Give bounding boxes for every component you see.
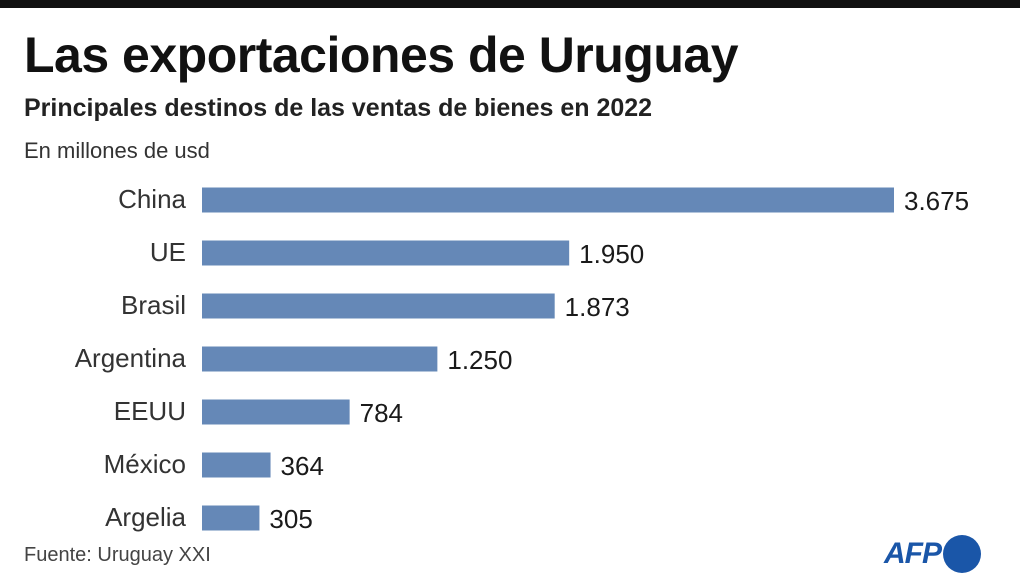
- category-label: Brasil: [121, 290, 186, 320]
- afp-logo: AFP: [884, 534, 981, 574]
- category-label: UE: [150, 237, 186, 267]
- bar: [202, 505, 260, 531]
- bar: [202, 346, 438, 372]
- afp-logo-dot-icon: [943, 535, 981, 573]
- unit-label: En millones de usd: [24, 138, 210, 163]
- top-rule: [0, 0, 1020, 8]
- category-label: México: [104, 449, 186, 479]
- value-label: 1.950: [579, 239, 644, 269]
- category-label: Argentina: [75, 343, 187, 373]
- afp-logo-text: AFP: [884, 537, 942, 570]
- value-label: 784: [360, 398, 403, 428]
- bar: [202, 293, 555, 319]
- chart-title: Las exportaciones de Uruguay: [24, 27, 739, 83]
- value-label: 1.250: [447, 345, 512, 375]
- category-label: China: [118, 184, 186, 214]
- value-label: 364: [281, 451, 324, 481]
- value-label: 1.873: [565, 292, 630, 322]
- bar: [202, 187, 894, 213]
- bar: [202, 240, 570, 266]
- source-note: Fuente: Uruguay XXI: [24, 544, 211, 566]
- bar: [202, 452, 271, 478]
- category-label: Argelia: [105, 502, 186, 532]
- bar: [202, 399, 350, 425]
- value-label: 3.675: [904, 186, 969, 216]
- value-label: 305: [269, 504, 312, 534]
- chart-subtitle: Principales destinos de las ventas de bi…: [24, 94, 653, 122]
- category-label: EEUU: [114, 396, 186, 426]
